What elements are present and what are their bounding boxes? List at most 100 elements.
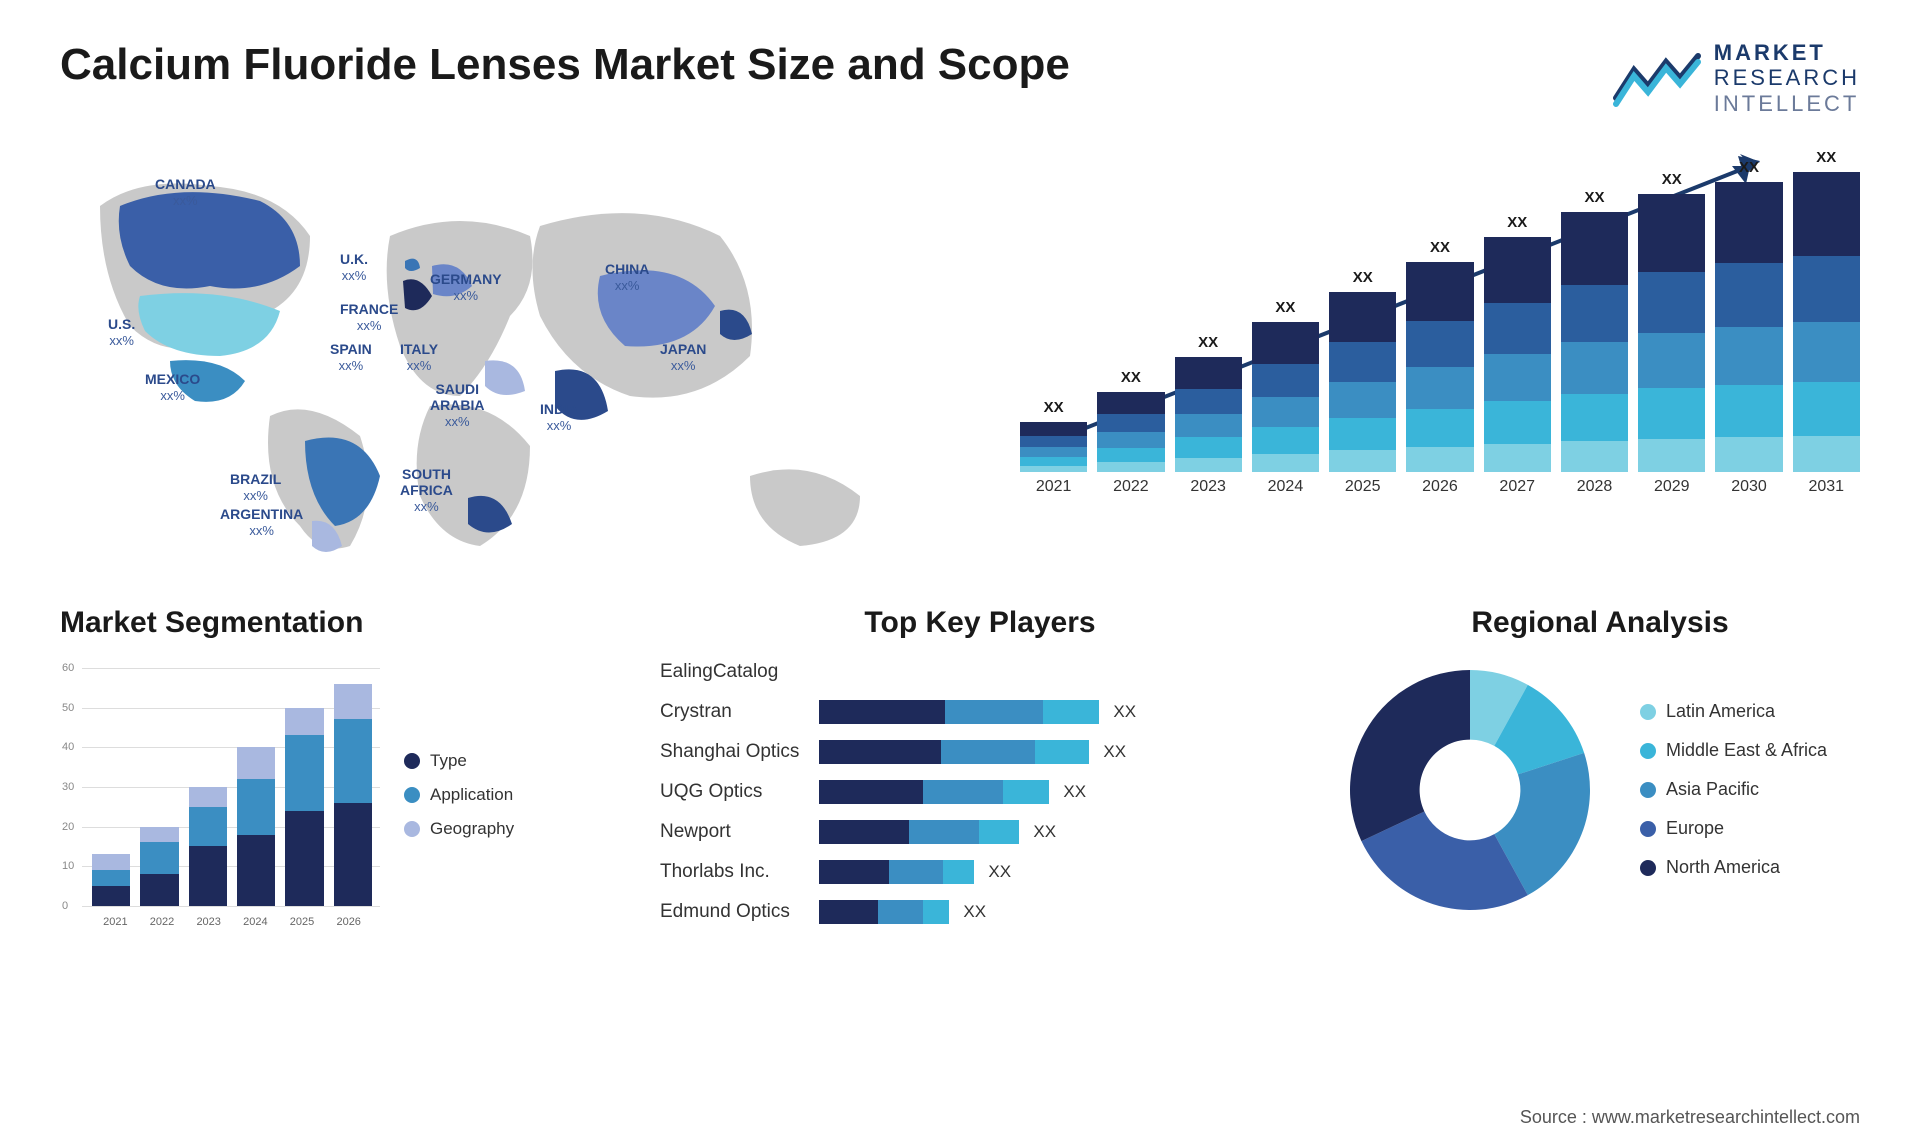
regional-donut xyxy=(1340,660,1600,920)
seg-seg xyxy=(334,684,372,720)
map-label-france: FRANCExx% xyxy=(340,301,398,334)
growth-seg xyxy=(1097,432,1164,448)
player-name: Shanghai Optics xyxy=(660,740,799,764)
seg-seg xyxy=(237,747,275,779)
growth-seg xyxy=(1406,409,1473,447)
map-label-china: CHINAxx% xyxy=(605,261,649,294)
seg-xlabel: 2025 xyxy=(279,916,326,928)
seg-chart: 0102030405060202120222023202420252026 xyxy=(60,660,380,930)
donut-legend: Latin AmericaMiddle East & AfricaAsia Pa… xyxy=(1640,701,1827,878)
growth-seg xyxy=(1793,172,1860,256)
seg-ytick: 50 xyxy=(62,702,74,714)
growth-seg xyxy=(1097,414,1164,432)
player-seg xyxy=(819,780,923,804)
growth-bar-stack xyxy=(1715,182,1782,472)
player-seg xyxy=(943,860,974,884)
player-seg xyxy=(979,820,1019,844)
growth-bar-year: 2024 xyxy=(1268,478,1304,496)
player-seg xyxy=(819,740,941,764)
player-bar-row: XX xyxy=(819,900,1300,924)
legend-label: Application xyxy=(430,785,513,805)
seg-title: Market Segmentation xyxy=(60,606,620,640)
growth-bar-year: 2031 xyxy=(1808,478,1844,496)
growth-bar-year: 2030 xyxy=(1731,478,1767,496)
growth-seg xyxy=(1020,466,1087,472)
growth-seg xyxy=(1638,272,1705,333)
growth-bar-year: 2026 xyxy=(1422,478,1458,496)
map-label-safrica: SOUTHAFRICAxx% xyxy=(400,466,453,515)
seg-ytick: 0 xyxy=(62,900,68,912)
growth-seg xyxy=(1329,418,1396,450)
growth-bar-year: 2023 xyxy=(1190,478,1226,496)
growth-bar-year: 2025 xyxy=(1345,478,1381,496)
swatch-icon xyxy=(404,787,420,803)
growth-bar-value: XX xyxy=(1275,299,1295,316)
growth-bar-2027: XX2027 xyxy=(1484,214,1551,496)
bottom-row: Market Segmentation 01020304050602021202… xyxy=(60,606,1860,930)
growth-seg xyxy=(1715,327,1782,385)
seg-ytick: 60 xyxy=(62,662,74,674)
growth-seg xyxy=(1638,194,1705,272)
regional-legend-item: Europe xyxy=(1640,818,1827,839)
player-name: Crystran xyxy=(660,700,799,724)
seg-ytick: 30 xyxy=(62,781,74,793)
player-seg xyxy=(1035,740,1089,764)
player-value: XX xyxy=(988,862,1011,882)
seg-legend: Type Application Geography xyxy=(404,751,514,839)
map-label-uk: U.K.xx% xyxy=(340,251,368,284)
swatch-icon xyxy=(1640,704,1656,720)
growth-seg xyxy=(1329,292,1396,342)
map-label-germany: GERMANYxx% xyxy=(430,271,502,304)
legend-label: North America xyxy=(1666,857,1780,878)
growth-seg xyxy=(1484,401,1551,443)
logo-line1: MARKET xyxy=(1714,40,1860,65)
seg-ytick: 20 xyxy=(62,821,74,833)
seg-legend-item: Type xyxy=(404,751,514,771)
growth-bar-year: 2029 xyxy=(1654,478,1690,496)
growth-seg xyxy=(1175,389,1242,414)
growth-seg xyxy=(1406,367,1473,409)
growth-bar-stack xyxy=(1638,194,1705,472)
growth-seg xyxy=(1484,354,1551,401)
player-bars: XXXXXXXXXXXX xyxy=(819,660,1300,924)
growth-seg xyxy=(1561,285,1628,342)
legend-label: Geography xyxy=(430,819,514,839)
logo-line2: RESEARCH xyxy=(1714,65,1860,90)
player-bar-row: XX xyxy=(819,860,1300,884)
seg-seg xyxy=(189,787,227,807)
growth-seg xyxy=(1406,321,1473,367)
growth-bar-value: XX xyxy=(1816,149,1836,166)
growth-seg xyxy=(1715,437,1782,472)
seg-seg xyxy=(285,708,323,736)
map-label-saudi: SAUDIARABIAxx% xyxy=(430,381,484,430)
growth-bar-2022: XX2022 xyxy=(1097,369,1164,496)
growth-seg xyxy=(1484,237,1551,303)
growth-seg xyxy=(1638,439,1705,472)
growth-seg xyxy=(1715,385,1782,437)
player-bar xyxy=(819,700,1099,724)
player-seg xyxy=(923,900,949,924)
player-seg xyxy=(1043,700,1099,724)
player-seg xyxy=(819,860,889,884)
player-value: XX xyxy=(1033,822,1056,842)
growth-seg xyxy=(1406,447,1473,472)
swatch-icon xyxy=(1640,782,1656,798)
player-name: Thorlabs Inc. xyxy=(660,860,799,884)
swatch-icon xyxy=(404,753,420,769)
growth-seg xyxy=(1638,333,1705,389)
brand-logo: MARKET RESEARCH INTELLECT xyxy=(1612,40,1860,116)
growth-seg xyxy=(1252,454,1319,472)
source-attribution: Source : www.marketresearchintellect.com xyxy=(1520,1107,1860,1128)
seg-bar-2026 xyxy=(334,684,372,906)
seg-seg xyxy=(189,807,227,847)
legend-label: Type xyxy=(430,751,467,771)
growth-seg xyxy=(1175,458,1242,472)
seg-seg xyxy=(140,874,178,906)
growth-seg xyxy=(1329,342,1396,382)
growth-seg xyxy=(1793,322,1860,382)
growth-seg xyxy=(1329,450,1396,472)
growth-bar-2026: XX2026 xyxy=(1406,239,1473,496)
player-bar-row xyxy=(819,660,1300,684)
seg-xlabel: 2021 xyxy=(92,916,139,928)
map-label-japan: JAPANxx% xyxy=(660,341,706,374)
